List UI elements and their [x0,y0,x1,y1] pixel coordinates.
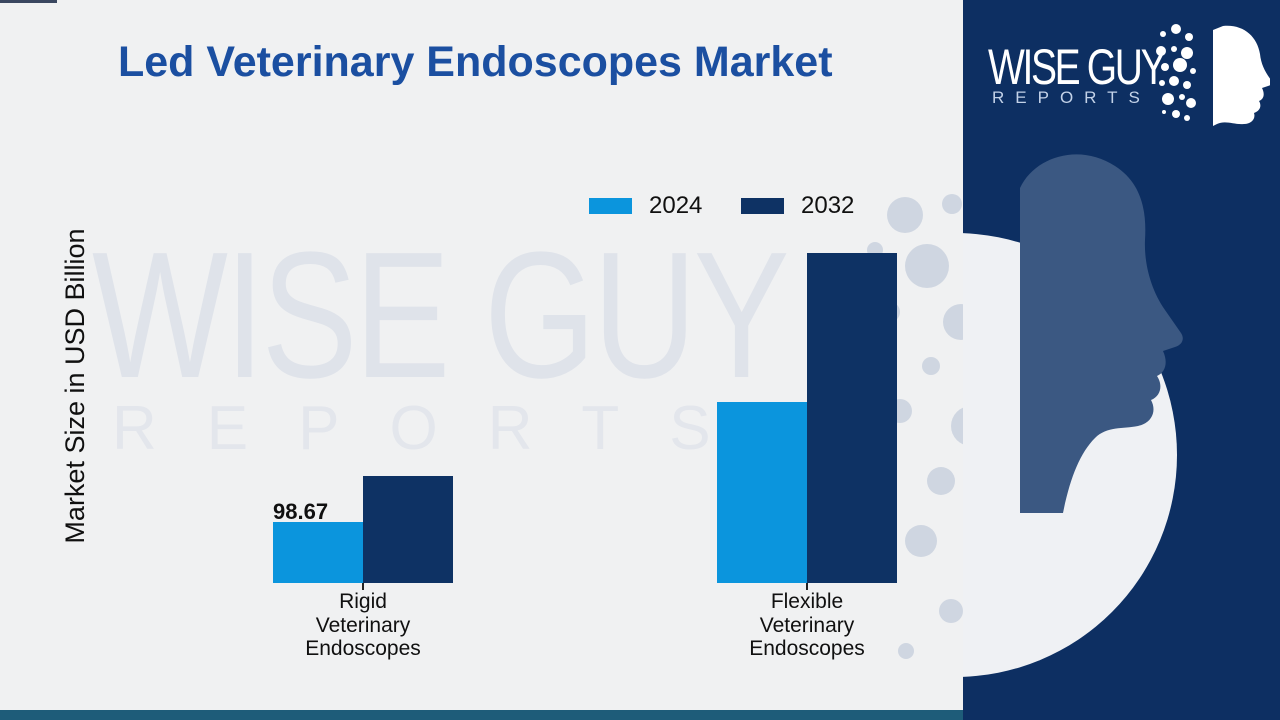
category-label-text: Rigid Veterinary Endoscopes [305,590,421,661]
face-silhouette [1020,154,1183,513]
legend-label-2032: 2032 [801,192,855,219]
axis-tick [806,583,808,590]
y-axis-label: Market Size in USD Billion [60,228,90,544]
category-label-rigid: Rigid Veterinary Endoscopes [288,590,438,661]
legend-swatch-2032 [741,198,784,214]
bar-2032 [363,476,453,583]
watermark-text: WISE GUY [92,215,790,416]
category-label-text: Flexible Veterinary Endoscopes [749,590,865,661]
axis-tick [362,583,364,590]
legend-label-2024: 2024 [649,192,703,219]
bar-2024 [717,402,807,583]
legend-swatch-2024 [589,198,632,214]
page-title: Led Veterinary Endoscopes Market [118,38,833,86]
watermark-reports-text: REPORTS [112,394,761,463]
brand-logo-reports-text: REPORTS [992,88,1151,107]
bar-value-label: 98.67 [273,499,329,524]
bottom-accent-bar [0,710,963,720]
brand-panel: WISE GUY REPORTS [963,0,1280,720]
brand-logo-text: WISE GUY [988,39,1167,95]
bar-2032 [807,253,897,583]
bar-2024 [273,522,363,583]
category-label-flexible: Flexible Veterinary Endoscopes [732,590,882,661]
brand-face-icon [1156,24,1270,126]
top-edge-mark [0,0,57,3]
